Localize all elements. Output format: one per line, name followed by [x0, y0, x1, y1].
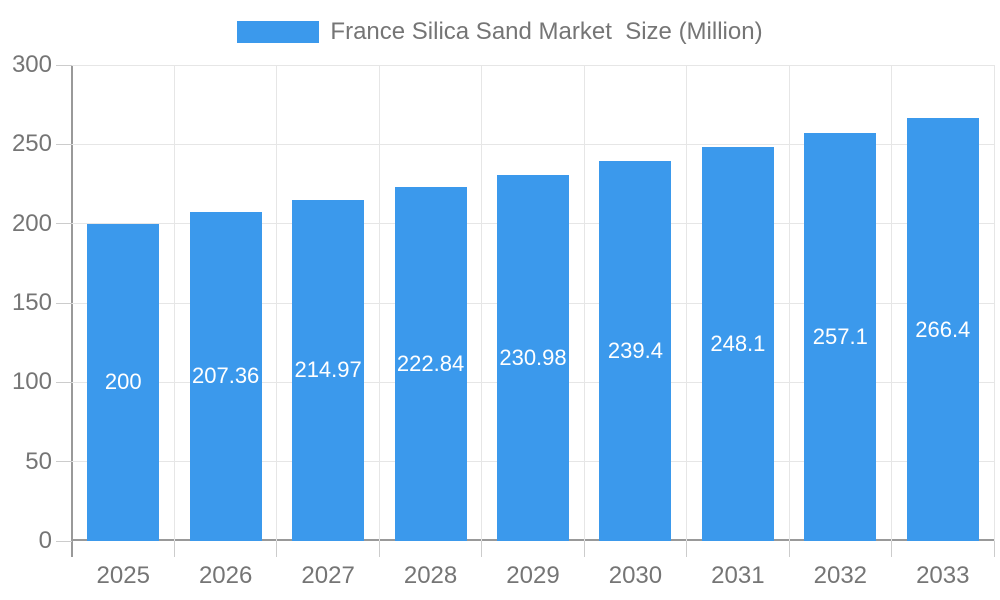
y-axis-label: 250 — [11, 130, 52, 158]
gridline-vertical — [891, 65, 893, 541]
x-axis-label: 2033 — [916, 562, 970, 589]
x-axis-label: 2027 — [301, 562, 355, 589]
y-axis-tick — [56, 143, 72, 145]
y-axis-tick — [56, 540, 72, 542]
x-axis-label: 2031 — [711, 562, 765, 589]
bar-value-label: 200 — [104, 369, 142, 395]
gridline-vertical — [686, 65, 688, 541]
y-axis-line — [71, 65, 73, 557]
x-axis-label: 2028 — [403, 562, 458, 589]
bar-value-label: 214.97 — [294, 357, 362, 383]
x-axis-label: 2030 — [608, 562, 663, 589]
y-axis-label: 300 — [11, 51, 52, 78]
y-axis-label: 100 — [11, 368, 52, 396]
x-axis-tick — [173, 541, 175, 557]
bar-2031[interactable]: 248.1 — [701, 147, 774, 541]
gridline-horizontal — [72, 143, 994, 145]
bar-2033[interactable]: 266.4 — [906, 118, 979, 541]
x-axis-tick — [993, 541, 995, 557]
x-axis-label: 2026 — [198, 562, 253, 589]
y-axis-label: 50 — [25, 447, 52, 475]
bar-2030[interactable]: 239.4 — [599, 161, 672, 541]
legend-label: France Silica Sand Market Size (Million) — [330, 18, 763, 45]
legend-swatch — [237, 21, 320, 43]
bar-value-label: 222.84 — [396, 351, 465, 377]
bar-2032[interactable]: 257.1 — [804, 133, 877, 541]
y-axis-tick — [56, 381, 72, 383]
x-axis-tick — [583, 541, 585, 557]
bar-2026[interactable]: 207.36 — [189, 211, 262, 541]
gridline-vertical — [993, 65, 995, 541]
legend[interactable]: France Silica Sand Market Size (Million) — [0, 17, 1000, 47]
x-axis-tick — [481, 541, 483, 557]
x-axis-label: 2029 — [506, 562, 560, 589]
gridline-vertical — [378, 65, 380, 541]
y-axis-tick — [56, 461, 72, 463]
y-axis-label: 0 — [38, 527, 52, 554]
y-axis-tick — [56, 223, 72, 225]
x-axis-tick — [891, 541, 893, 557]
y-axis-tick — [56, 302, 72, 304]
bar-2029[interactable]: 230.98 — [497, 174, 569, 541]
gridline-vertical — [173, 65, 175, 541]
gridline-vertical — [583, 65, 585, 541]
bar-value-label: 248.1 — [710, 331, 766, 357]
y-axis-label: 150 — [11, 289, 52, 316]
x-axis-tick — [276, 541, 278, 557]
gridline-vertical — [788, 65, 790, 541]
bar-2027[interactable]: 214.97 — [292, 199, 365, 541]
x-axis-tick — [378, 541, 380, 557]
x-axis-label: 2025 — [96, 562, 150, 589]
x-axis-tick — [686, 541, 688, 557]
gridline-vertical — [481, 65, 483, 541]
bar-value-label: 266.4 — [915, 316, 971, 342]
bar-2028[interactable]: 222.84 — [394, 187, 467, 541]
bar-value-label: 207.36 — [192, 363, 260, 389]
y-axis-tick — [56, 64, 72, 66]
bar-2025[interactable]: 200 — [87, 223, 160, 541]
x-axis-tick — [788, 541, 790, 557]
plot-area: 0 50 100 150 200 250 300 200 2025 207.36 2026 214.9… — [12, 52, 995, 589]
bar-value-label: 257.1 — [812, 324, 868, 350]
gridline-vertical — [276, 65, 278, 541]
bar-value-label: 239.4 — [607, 338, 663, 364]
bar-value-label: 230.98 — [499, 344, 567, 370]
y-axis-label: 200 — [11, 209, 52, 237]
gridline-horizontal — [72, 64, 994, 66]
x-axis-label: 2032 — [813, 562, 868, 589]
